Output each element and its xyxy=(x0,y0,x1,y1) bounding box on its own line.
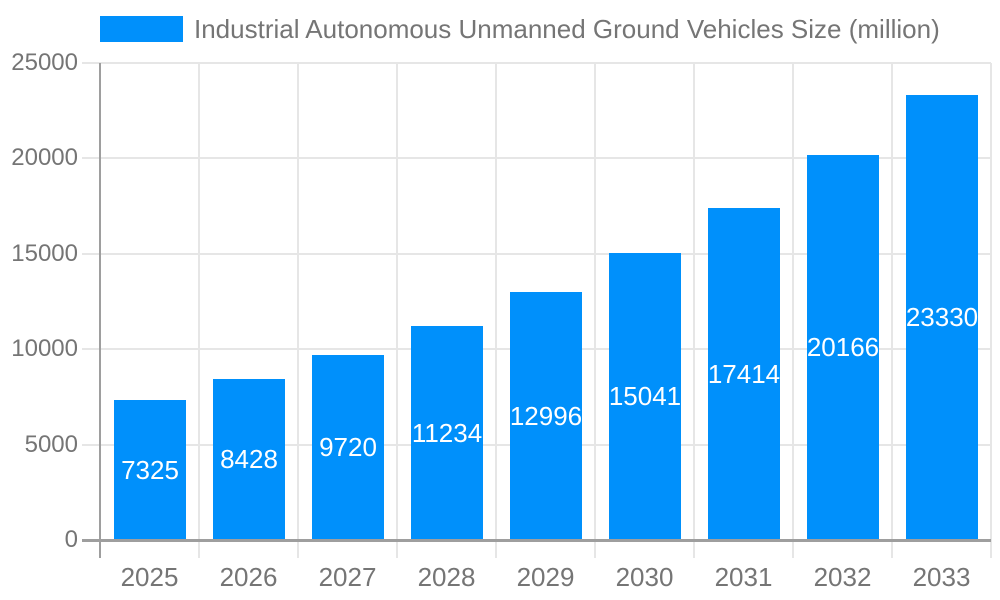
x-tick-label-2025: 2025 xyxy=(120,562,179,592)
legend-swatch-icon xyxy=(100,16,183,42)
bar-2026[interactable]: 8428 xyxy=(213,379,285,540)
y-gridline xyxy=(82,157,991,160)
bar-2027[interactable]: 9720 xyxy=(312,355,384,540)
x-tick-label-2027: 2027 xyxy=(318,562,377,592)
bar-value-label: 20166 xyxy=(806,332,880,362)
bar-value-label: 9720 xyxy=(319,432,377,462)
x-tick-label-2031: 2031 xyxy=(714,562,773,592)
y-gridline xyxy=(82,62,991,64)
y-tick-label: 25000 xyxy=(11,49,78,76)
x-gridline xyxy=(693,63,695,558)
y-tick-label: 15000 xyxy=(11,239,78,267)
x-gridline xyxy=(495,63,497,558)
bar-value-label: 15041 xyxy=(608,381,682,411)
plot-right-border xyxy=(990,63,992,540)
bar-2025[interactable]: 7325 xyxy=(114,400,186,540)
bar-2033[interactable]: 23330 xyxy=(906,95,978,540)
bar-value-label: 12996 xyxy=(509,400,583,431)
bar-2030[interactable]: 15041 xyxy=(609,253,681,540)
legend-label: Industrial Autonomous Unmanned Ground Ve… xyxy=(194,13,940,44)
bar-value-label: 17414 xyxy=(707,358,781,389)
bar-value-label: 23330 xyxy=(905,302,979,332)
legend[interactable]: Industrial Autonomous Unmanned Ground Ve… xyxy=(100,14,940,44)
x-gridline xyxy=(792,63,794,558)
bar-2032[interactable]: 20166 xyxy=(807,155,879,540)
x-gridline xyxy=(396,63,398,558)
x-tick-label-2028: 2028 xyxy=(417,562,476,592)
x-tick-label-2032: 2032 xyxy=(813,562,872,592)
x-gridline xyxy=(891,63,893,558)
bar-value-label: 8428 xyxy=(220,444,278,474)
x-gridline xyxy=(198,63,200,558)
x-tick-label-2033: 2033 xyxy=(912,562,971,592)
y-tick-label: 20000 xyxy=(11,144,78,172)
x-tick-label-2030: 2030 xyxy=(615,562,674,592)
x-gridline xyxy=(297,63,299,558)
bar-2028[interactable]: 11234 xyxy=(411,326,483,540)
y-tick-label: 10000 xyxy=(11,335,78,363)
x-axis-line xyxy=(82,539,991,542)
bar-value-label: 11234 xyxy=(411,417,483,448)
y-gridline xyxy=(82,252,991,255)
bar-value-label: 7325 xyxy=(121,454,179,485)
bar-2029[interactable]: 12996 xyxy=(510,292,582,540)
x-tick-label-2029: 2029 xyxy=(516,562,575,592)
bar-2031[interactable]: 17414 xyxy=(708,208,780,540)
x-tick-label-2026: 2026 xyxy=(219,562,278,592)
x-gridline xyxy=(594,63,596,558)
y-tick-label: 0 xyxy=(64,526,78,553)
y-tick-label: 5000 xyxy=(24,430,78,458)
y-axis-line xyxy=(99,63,101,558)
